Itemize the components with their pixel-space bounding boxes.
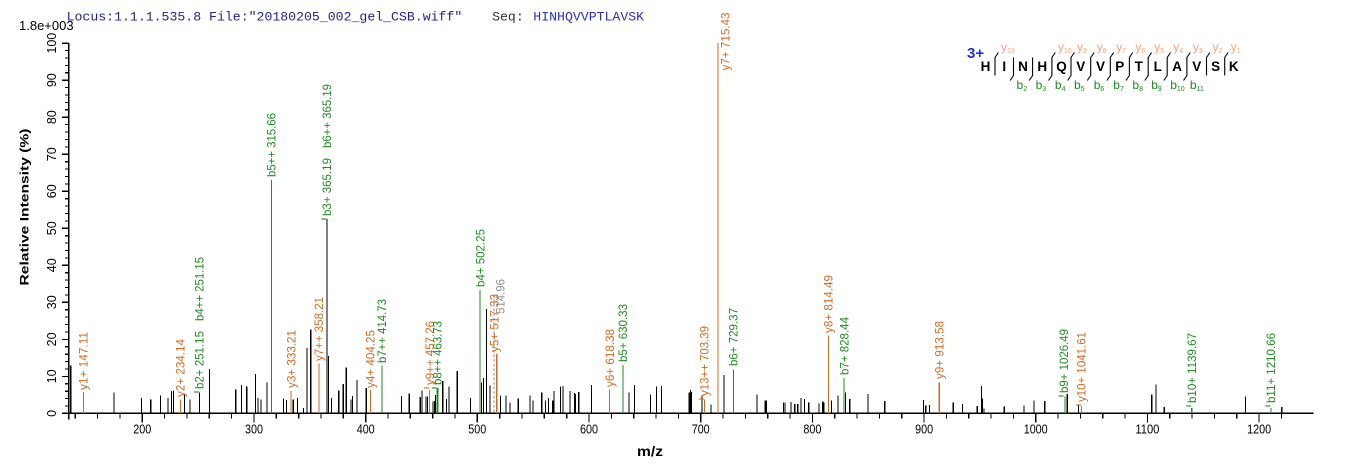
- svg-text:y3: y3: [1193, 40, 1203, 55]
- svg-text:P: P: [1115, 59, 1124, 74]
- svg-text:0: 0: [45, 410, 59, 417]
- svg-text:y3+ 333.21: y3+ 333.21: [284, 330, 298, 388]
- svg-text:b6+ 729.37: b6+ 729.37: [727, 308, 741, 366]
- svg-text:b4: b4: [1055, 78, 1066, 93]
- svg-text:S: S: [1211, 59, 1220, 74]
- svg-text:y8: y8: [1097, 40, 1107, 55]
- svg-text:y9+ 913.58: y9+ 913.58: [932, 321, 946, 379]
- svg-text:1.8e+003: 1.8e+003: [19, 18, 74, 33]
- svg-text:y2+ 234.14: y2+ 234.14: [174, 339, 188, 397]
- svg-text:Q: Q: [1056, 59, 1067, 74]
- svg-text:b2+ 251.15: b2+ 251.15: [193, 331, 207, 389]
- svg-text:b7+ 828.44: b7+ 828.44: [837, 317, 851, 375]
- svg-text:y5+ 517.33: y5+ 517.33: [487, 294, 501, 352]
- svg-text:1100: 1100: [1135, 423, 1159, 437]
- svg-text:V: V: [1076, 59, 1085, 74]
- svg-text:H: H: [981, 59, 991, 74]
- svg-text:Seq:: Seq:: [492, 10, 524, 25]
- svg-text:L: L: [1154, 59, 1162, 74]
- svg-text:b11+ 1210.66: b11+ 1210.66: [1264, 333, 1278, 403]
- svg-text:y10+ 1041.61: y10+ 1041.61: [1075, 332, 1089, 402]
- svg-text:b7: b7: [1113, 78, 1124, 93]
- svg-text:y13++ 703.39: y13++ 703.39: [698, 326, 712, 396]
- svg-text:600: 600: [580, 423, 598, 437]
- svg-text:Locus:1.1.1.535.8 File:"201802: Locus:1.1.1.535.8 File:"20180205_002_gel…: [67, 10, 463, 25]
- svg-text:N: N: [1018, 59, 1028, 74]
- svg-text:b4+ 502.25: b4+ 502.25: [473, 229, 487, 287]
- svg-text:500: 500: [468, 423, 486, 437]
- svg-text:10: 10: [45, 369, 59, 383]
- svg-text:b5+ 630.33: b5+ 630.33: [616, 304, 630, 362]
- svg-text:HINHQVVPTLAVSK: HINHQVVPTLAVSK: [533, 10, 644, 25]
- svg-text:b3+ 365.19: b3+ 365.19: [320, 158, 334, 216]
- svg-text:y7++ 358.21: y7++ 358.21: [312, 297, 326, 361]
- svg-text:1000: 1000: [1024, 423, 1048, 437]
- svg-text:I: I: [1002, 59, 1006, 74]
- svg-text:y1+ 147.11: y1+ 147.11: [77, 332, 91, 390]
- svg-text:30: 30: [45, 295, 59, 309]
- svg-text:50: 50: [45, 221, 59, 235]
- svg-text:b9+ 1026.49: b9+ 1026.49: [1057, 329, 1071, 393]
- svg-text:b3: b3: [1036, 78, 1047, 93]
- svg-text:V: V: [1096, 59, 1105, 74]
- svg-text:b4++ 251.15: b4++ 251.15: [193, 257, 207, 321]
- svg-text:1200: 1200: [1247, 423, 1271, 437]
- svg-text:400: 400: [357, 423, 375, 437]
- svg-text:b8: b8: [1132, 78, 1143, 93]
- svg-text:y9: y9: [1077, 40, 1087, 55]
- svg-text:y7: y7: [1116, 40, 1126, 55]
- svg-text:b5: b5: [1074, 78, 1085, 93]
- svg-text:700: 700: [692, 423, 710, 437]
- svg-text:80: 80: [45, 110, 59, 124]
- svg-text:b6: b6: [1094, 78, 1105, 93]
- svg-text:100: 100: [45, 33, 59, 54]
- svg-text:800: 800: [803, 423, 821, 437]
- svg-text:b2: b2: [1017, 78, 1028, 93]
- svg-text:40: 40: [45, 258, 59, 272]
- svg-text:y8+ 814.49: y8+ 814.49: [822, 275, 836, 333]
- svg-text:y7+ 715.43: y7+ 715.43: [719, 12, 733, 70]
- svg-text:Relative Intensity (%): Relative Intensity (%): [18, 129, 32, 286]
- svg-text:y2: y2: [1213, 40, 1223, 55]
- svg-text:y4: y4: [1173, 40, 1183, 55]
- svg-text:H: H: [1037, 59, 1047, 74]
- svg-text:K: K: [1229, 59, 1239, 74]
- svg-text:70: 70: [45, 147, 59, 161]
- svg-text:y6: y6: [1135, 40, 1145, 55]
- svg-text:b8++ 463.73: b8++ 463.73: [431, 321, 445, 385]
- svg-text:b7++ 414.73: b7++ 414.73: [375, 299, 389, 363]
- svg-text:b5++ 315.66: b5++ 315.66: [265, 113, 279, 177]
- svg-text:20: 20: [45, 332, 59, 346]
- svg-text:200: 200: [133, 423, 151, 437]
- svg-text:514.96: 514.96: [494, 279, 508, 314]
- svg-text:y5: y5: [1154, 40, 1164, 55]
- svg-text:b6++ 365.19: b6++ 365.19: [320, 84, 334, 148]
- svg-text:y6+ 618.38: y6+ 618.38: [603, 329, 617, 387]
- svg-text:3+: 3+: [967, 45, 984, 62]
- svg-text:900: 900: [915, 423, 933, 437]
- svg-text:90: 90: [45, 73, 59, 87]
- svg-text:y4+ 404.25: y4+ 404.25: [364, 330, 378, 388]
- svg-text:b10+ 1139.67: b10+ 1139.67: [1185, 333, 1199, 403]
- svg-text:V: V: [1192, 59, 1201, 74]
- svg-text:A: A: [1172, 59, 1182, 74]
- svg-text:y9++ 457.26: y9++ 457.26: [423, 321, 437, 385]
- svg-text:300: 300: [245, 423, 263, 437]
- svg-text:m/z: m/z: [637, 443, 663, 459]
- svg-text:60: 60: [45, 184, 59, 198]
- svg-text:y1: y1: [1231, 40, 1241, 55]
- svg-text:T: T: [1135, 59, 1144, 74]
- svg-text:b9: b9: [1151, 78, 1162, 93]
